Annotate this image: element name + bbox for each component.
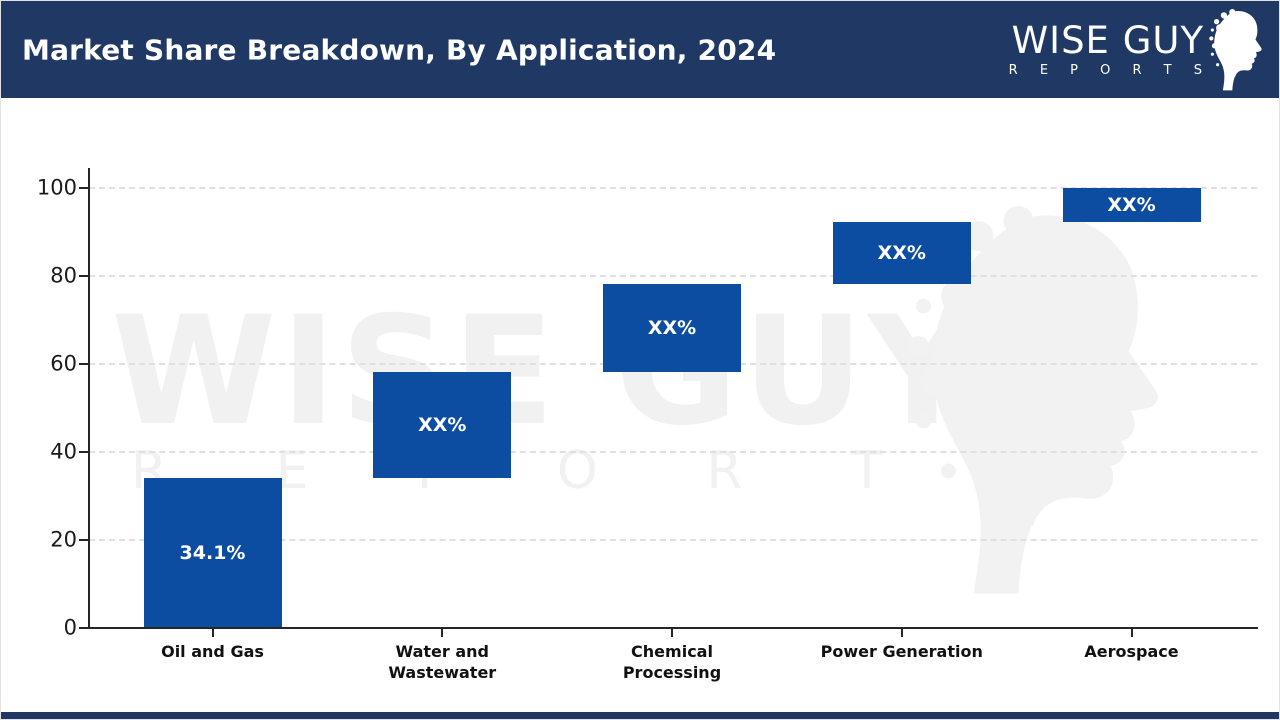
bar-aerospace: XX% bbox=[1062, 188, 1201, 223]
y-tick-label-100: 100 bbox=[36, 175, 77, 200]
wise-guy-reports-logo: WISE GUY R E P O R T S bbox=[1005, 7, 1267, 93]
footer-bar bbox=[1, 712, 1279, 719]
x-tick-mark-water-and-wastewater bbox=[441, 629, 444, 637]
y-tick-mark-20 bbox=[79, 539, 88, 541]
x-tick-mark-aerospace bbox=[1130, 629, 1133, 637]
bar-value-label: XX% bbox=[1107, 194, 1156, 217]
header-bar: Market Share Breakdown, By Application, … bbox=[1, 1, 1279, 98]
y-tick-label-60: 60 bbox=[50, 351, 77, 376]
bar-value-label: XX% bbox=[647, 316, 697, 339]
x-tick-label-power-generation: Power Generation bbox=[820, 642, 983, 661]
bar-value-label: XX% bbox=[877, 242, 926, 265]
y-tick-mark-80 bbox=[79, 275, 88, 277]
x-tick-label-oil-and-gas: Oil and Gas bbox=[161, 642, 264, 661]
bar-power-generation: XX% bbox=[832, 222, 971, 284]
y-tick-label-0: 0 bbox=[63, 615, 77, 640]
y-tick-mark-100 bbox=[79, 187, 88, 189]
page-title: Market Share Breakdown, By Application, … bbox=[22, 33, 777, 66]
gridline-20 bbox=[89, 539, 1257, 541]
logo-wordmark: WISE GUY bbox=[1011, 19, 1205, 63]
y-tick-label-20: 20 bbox=[50, 527, 77, 552]
bar-chemical-processing: XX% bbox=[603, 283, 741, 372]
gridline-40 bbox=[89, 451, 1257, 453]
bar-oil-and-gas: 34.1% bbox=[143, 477, 282, 628]
x-tick-mark-power-generation bbox=[900, 629, 903, 637]
gridline-80 bbox=[89, 275, 1257, 277]
bar-value-label: XX% bbox=[418, 413, 467, 436]
x-tick-label-chemical-processing: Chemical Processing bbox=[622, 642, 722, 682]
x-tick-label-aerospace: Aerospace bbox=[1084, 642, 1179, 661]
y-tick-mark-0 bbox=[79, 627, 88, 629]
y-tick-mark-40 bbox=[79, 451, 88, 453]
x-axis-line bbox=[88, 627, 1258, 629]
x-tick-mark-chemical-processing bbox=[671, 629, 673, 637]
y-tick-mark-60 bbox=[79, 363, 88, 365]
watermark-wordmark: WISE GUY bbox=[111, 285, 981, 459]
x-tick-label-water-and-wastewater: Water and Wastewater bbox=[388, 642, 497, 682]
y-tick-label-80: 80 bbox=[50, 263, 77, 288]
bar-water-and-wastewater: XX% bbox=[373, 371, 512, 478]
logo-subtitle: R E P O R T S bbox=[1008, 62, 1211, 78]
x-tick-mark-oil-and-gas bbox=[211, 629, 214, 637]
gridline-100 bbox=[89, 187, 1257, 189]
y-axis-line bbox=[88, 168, 90, 629]
logo-text: WISE GUY R E P O R T S bbox=[1005, 19, 1211, 78]
bar-value-label: 34.1% bbox=[179, 541, 246, 564]
y-tick-label-40: 40 bbox=[50, 439, 77, 464]
